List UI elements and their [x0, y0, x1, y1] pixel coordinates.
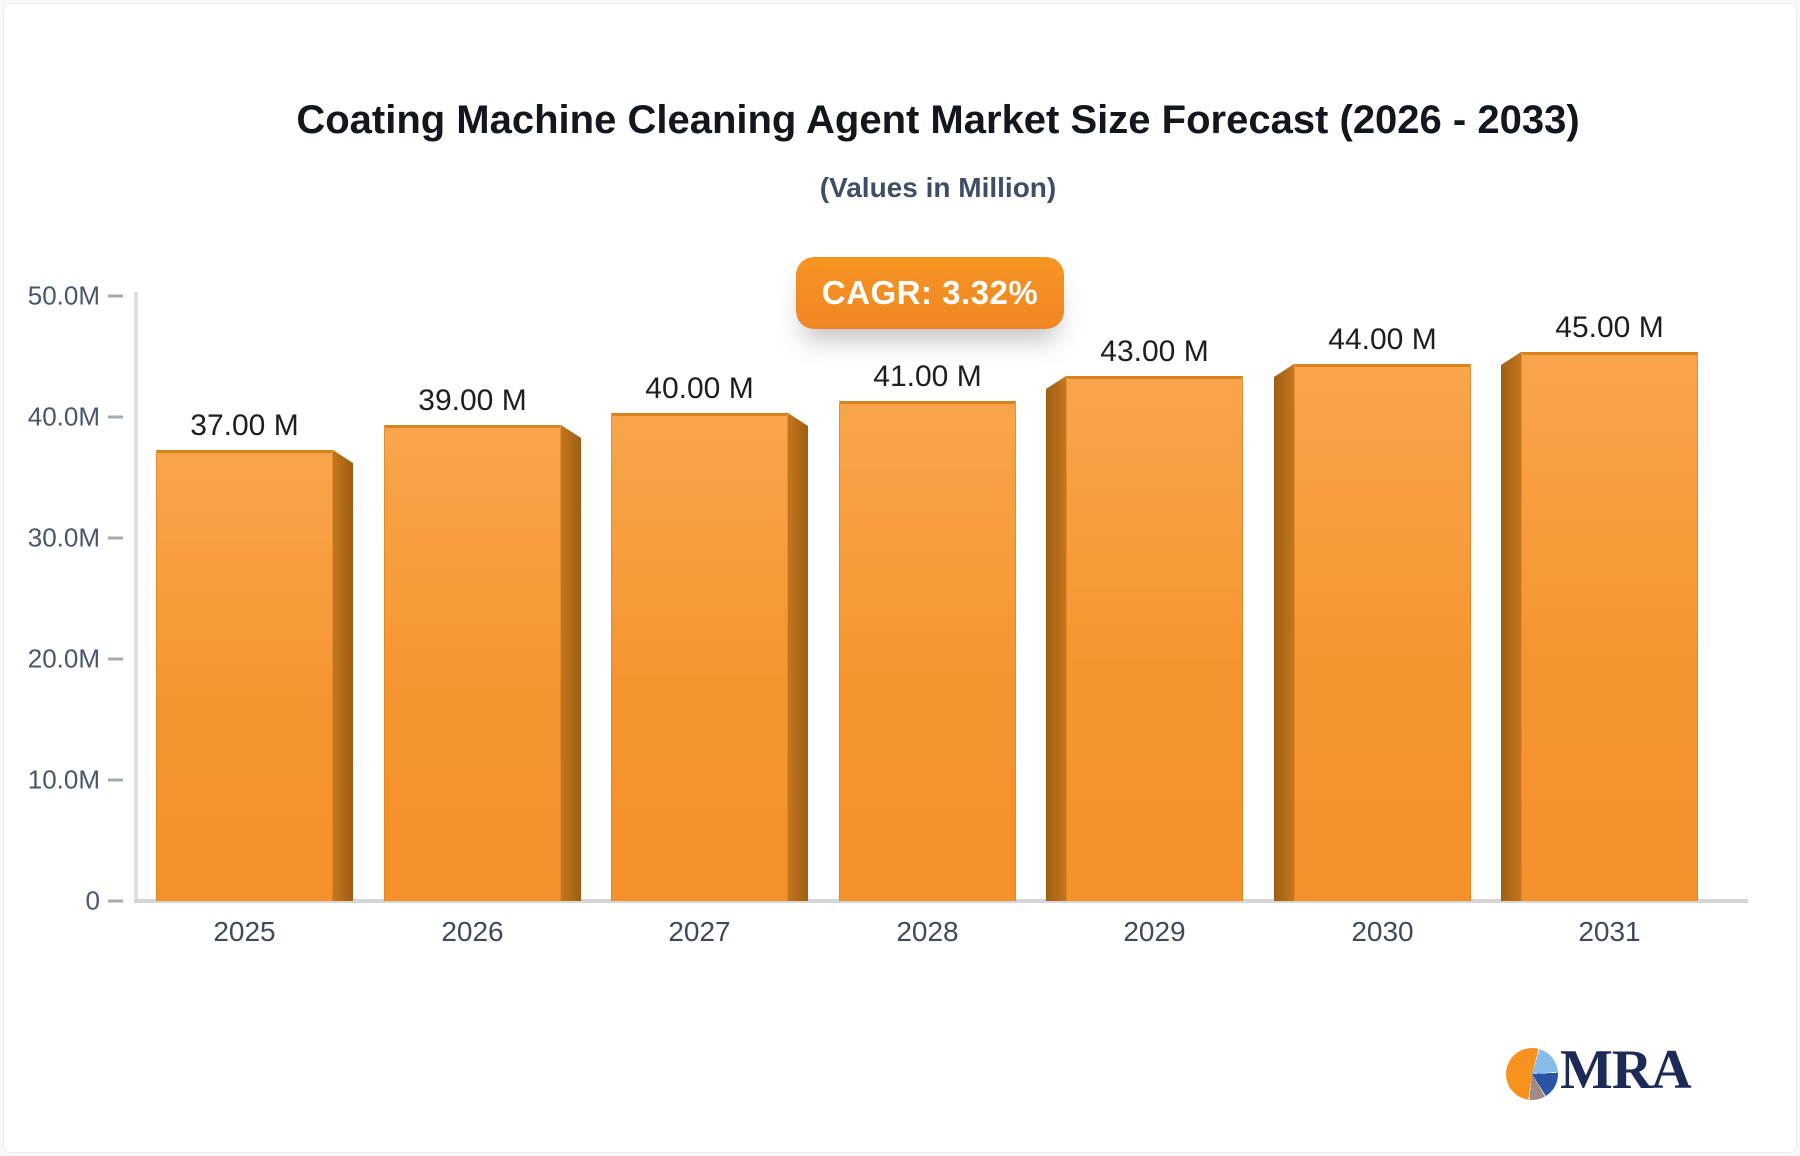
logo-text: MRA	[1560, 1039, 1692, 1101]
x-axis-category-label: 2031	[1578, 916, 1641, 947]
bar-3d-side	[788, 413, 808, 901]
bar-3d-side	[333, 450, 353, 901]
x-axis-category-label: 2029	[1123, 916, 1186, 947]
bar-3d-side	[1046, 376, 1066, 901]
x-axis-category-label: 2028	[896, 916, 959, 947]
bar-value-label: 44.00 M	[1328, 323, 1437, 356]
mra-logo: MRA	[1506, 1039, 1692, 1101]
bar-2028[interactable]	[839, 401, 1016, 901]
bar-2027[interactable]	[611, 413, 788, 901]
bar-value-label: 45.00 M	[1555, 311, 1664, 344]
bar-value-label: 43.00 M	[1100, 335, 1209, 368]
bar-2025[interactable]	[156, 450, 333, 901]
y-axis-tick-mark	[108, 778, 123, 782]
bar-3d-side	[1274, 364, 1294, 901]
y-axis-tick-label: 10.0M	[27, 764, 100, 795]
bar-3d-side	[1501, 352, 1521, 901]
y-axis-tick-label: 0	[85, 885, 100, 916]
y-axis-tick-label: 50.0M	[27, 280, 100, 311]
y-axis-tick-label: 40.0M	[27, 401, 100, 432]
cagr-badge-label: CAGR: 3.32%	[821, 274, 1039, 311]
chart-title: Coating Machine Cleaning Agent Market Si…	[296, 98, 1580, 142]
y-axis-tick-label: 20.0M	[27, 643, 100, 674]
y-axis-tick-mark	[108, 536, 123, 540]
cagr-badge: CAGR: 3.32%	[796, 257, 1064, 329]
bar-3d-side	[561, 425, 581, 901]
y-axis-tick-mark	[108, 899, 123, 903]
plot-area: 50.0M 40.0M 30.0M 20.0M 10.0M 0 37.00 M 2025 39.…	[4, 4, 1796, 1152]
y-axis-line	[134, 292, 138, 903]
bar-2030[interactable]	[1294, 364, 1471, 901]
x-axis-baseline	[134, 899, 1748, 903]
bar-value-label: 40.00 M	[645, 372, 754, 405]
x-axis-category-label: 2030	[1351, 916, 1414, 947]
bar-2026[interactable]	[384, 425, 561, 901]
bar-2031[interactable]	[1521, 352, 1698, 901]
y-axis-tick-mark	[108, 294, 123, 298]
chart-subtitle: (Values in Million)	[819, 172, 1057, 203]
x-axis-category-label: 2025	[213, 916, 276, 947]
bar-value-label: 41.00 M	[873, 360, 982, 393]
pie-chart-logo-icon	[1506, 1048, 1558, 1100]
bar-value-label: 39.00 M	[418, 384, 527, 417]
y-axis-tick-label: 30.0M	[27, 522, 100, 553]
bar-2029[interactable]	[1066, 376, 1243, 901]
chart-card: Coating Machine Cleaning Agent Market Si…	[3, 3, 1797, 1153]
x-axis-category-label: 2027	[668, 916, 731, 947]
x-axis-category-label: 2026	[441, 916, 504, 947]
y-axis-tick-mark	[108, 657, 123, 661]
y-axis-tick-mark	[108, 415, 123, 419]
bar-value-label: 37.00 M	[190, 409, 299, 442]
